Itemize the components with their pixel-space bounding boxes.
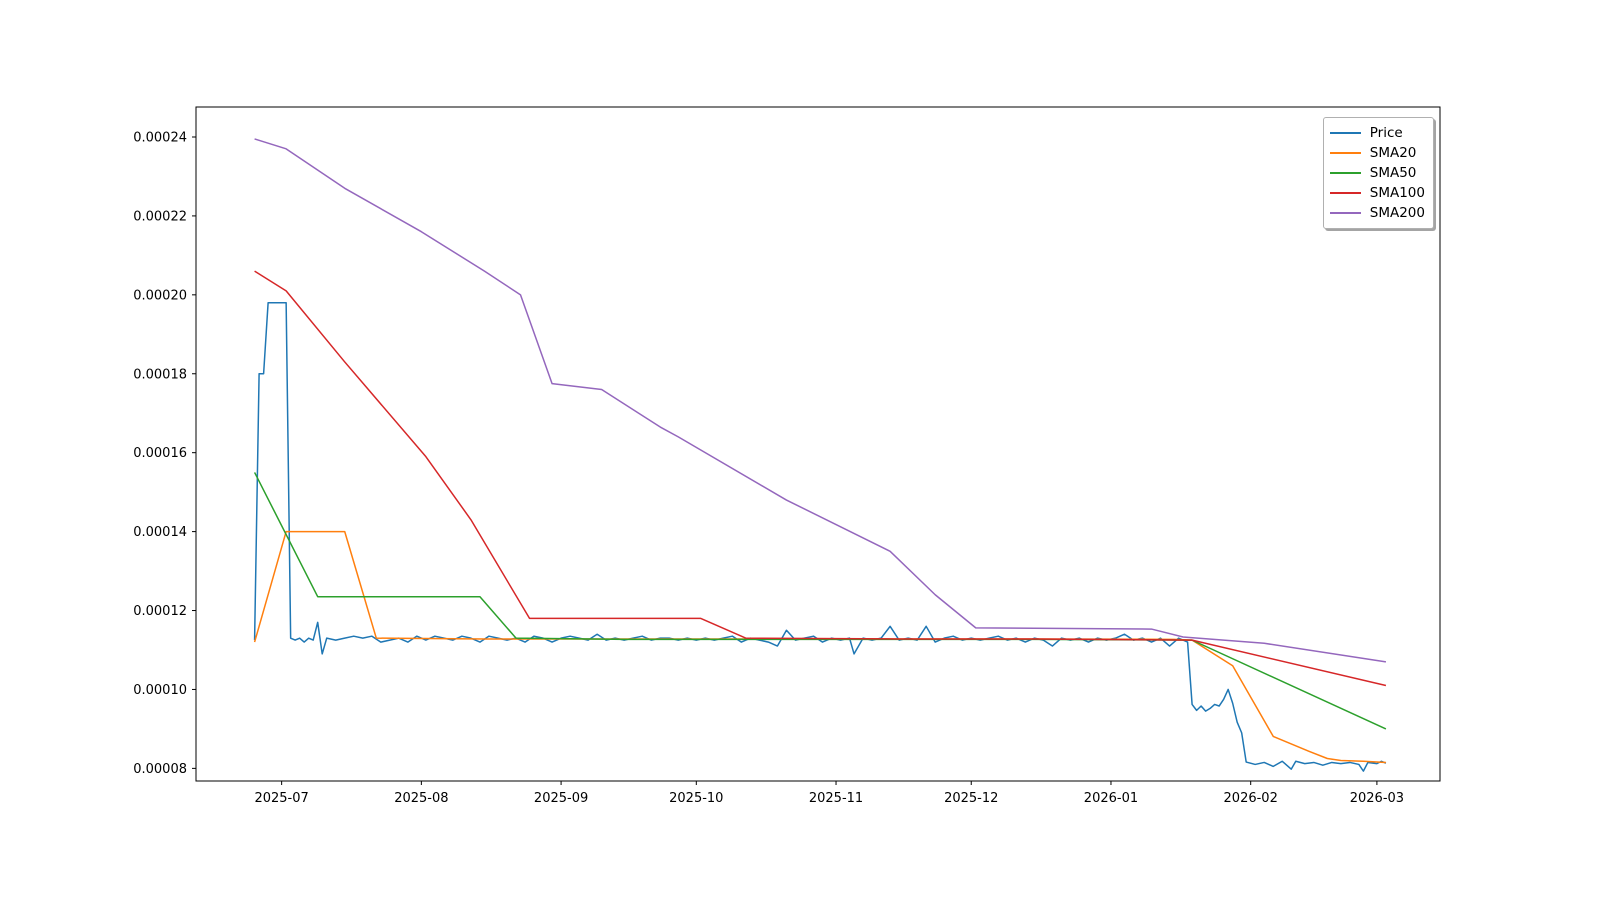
legend-line-swatch-sma50 xyxy=(1329,172,1361,174)
x-tick-label: 2026-01 xyxy=(1084,791,1138,806)
y-tick-label: 0.00012 xyxy=(133,604,187,619)
y-tick-label: 0.00010 xyxy=(133,683,187,698)
y-tick-label: 0.00016 xyxy=(133,446,187,461)
legend-line-swatch-sma20 xyxy=(1329,152,1361,154)
y-tick-label: 0.00022 xyxy=(133,209,187,224)
legend-label: SMA100 xyxy=(1369,185,1425,201)
y-tick-label: 0.00020 xyxy=(133,288,187,303)
y-tick-label: 0.00018 xyxy=(133,367,187,382)
x-tick-label: 2025-12 xyxy=(944,791,998,806)
legend-line-swatch-sma200 xyxy=(1329,212,1361,214)
legend-item-sma100: SMA100 xyxy=(1329,183,1425,203)
x-tick-label: 2025-08 xyxy=(394,791,448,806)
series-line-sma100 xyxy=(254,270,1387,687)
series-line-sma200 xyxy=(254,138,1387,663)
x-tick-label: 2025-09 xyxy=(534,791,588,806)
y-tick-label: 0.00024 xyxy=(133,130,187,145)
x-tick-label: 2025-07 xyxy=(254,791,308,806)
legend-label: SMA50 xyxy=(1369,165,1417,181)
series-line-price xyxy=(253,301,1387,772)
legend: Price SMA20 SMA50 SMA100 SMA200 xyxy=(1322,117,1434,229)
legend-item-sma50: SMA50 xyxy=(1329,163,1425,183)
plot-area xyxy=(195,106,1441,782)
x-tick-label: 2025-11 xyxy=(809,791,863,806)
legend-item-price: Price xyxy=(1329,123,1425,143)
x-tick-label: 2026-03 xyxy=(1350,791,1404,806)
legend-line-swatch-price xyxy=(1329,132,1361,134)
legend-label: Price xyxy=(1369,125,1403,141)
legend-line-swatch-sma100 xyxy=(1329,192,1361,194)
legend-label: SMA200 xyxy=(1369,205,1425,221)
y-tick-label: 0.00014 xyxy=(133,525,187,540)
legend-item-sma20: SMA20 xyxy=(1329,143,1425,163)
legend-item-sma200: SMA200 xyxy=(1329,203,1425,223)
x-tick-label: 2026-02 xyxy=(1224,791,1278,806)
x-tick-label: 2025-10 xyxy=(669,791,723,806)
y-tick-label: 0.00008 xyxy=(133,762,187,777)
legend-label: SMA20 xyxy=(1369,145,1417,161)
